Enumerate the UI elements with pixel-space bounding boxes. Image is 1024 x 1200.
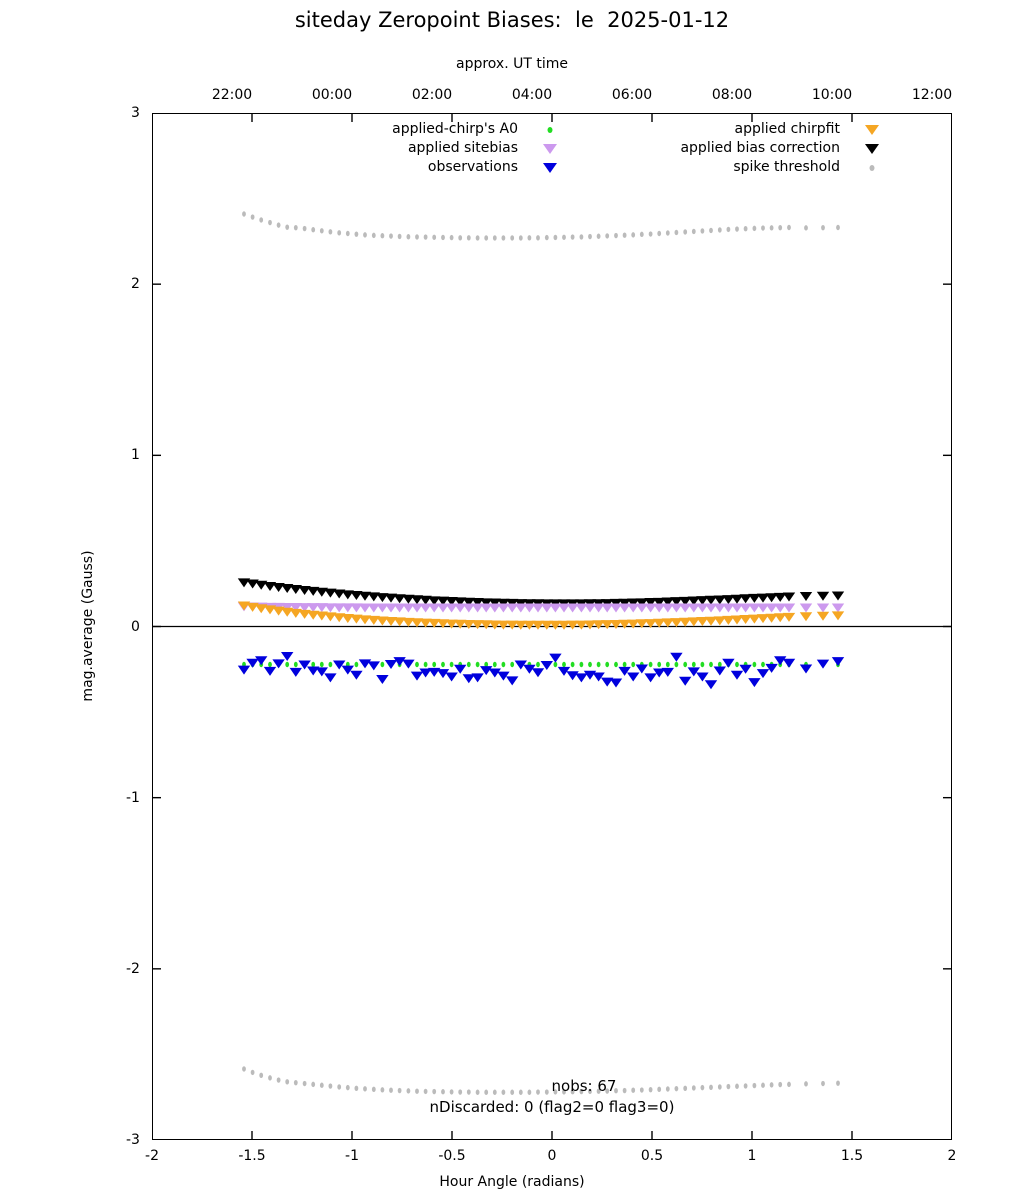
legend-column-right: applied chirpfit applied bias correction s… [562,120,902,177]
x-tick-label: -2 [145,1148,159,1164]
legend-marker-triangle-down [540,139,560,158]
top-tick-label: 06:00 [611,87,653,103]
y-tick-label: -1 [126,789,140,806]
legend-marker-dot [540,120,560,139]
legend-label: spike threshold [733,159,840,175]
x-tick-label: -1.5 [238,1148,266,1164]
legend-item-applied-bias-correction[interactable]: applied bias correction [562,139,902,158]
top-tick-label: 00:00 [311,87,353,103]
legend-item-applied-sitebias[interactable]: applied sitebias [240,139,580,158]
marker-glyph [543,162,557,173]
legend-label: applied chirpfit [734,121,841,137]
x-tick-label: -1 [345,1148,359,1164]
legend-column-left: applied-chirp's A0 applied sitebias observ… [240,120,580,177]
nobs-annotation: nobs: 67 [551,1077,617,1095]
y-tick-label: 1 [131,447,140,464]
page-title: siteday Zeropoint Biases: le 2025-01-12 [294,8,730,32]
marker-glyph [547,126,553,133]
x-tick-label: 1 [747,1148,757,1164]
top-tick-label: 08:00 [711,87,753,103]
x-axis-label: Hour Angle (radians) [439,1174,585,1190]
x-tick-label: 0 [547,1148,557,1164]
marker-glyph [543,143,557,154]
plot-frame [152,113,952,1140]
marker-glyph [865,143,879,154]
y-tick-label: 0 [131,618,140,635]
legend-marker-dot [862,158,882,177]
marker-glyph [869,164,875,171]
marker-glyph [865,124,879,135]
y-tick-label: 3 [131,105,140,121]
legend-marker-triangle-down [862,139,882,158]
top-tick-label: 10:00 [811,87,853,103]
y-axis-label: mag.average (Gauss) [80,550,96,702]
legend-label: applied-chirp's A0 [392,121,518,137]
legend-item-observations[interactable]: observations [240,158,580,177]
top-tick-label: 12:00 [911,87,953,103]
top-tick-label: 22:00 [211,87,253,103]
legend-label: applied bias correction [680,140,840,156]
legend-marker-triangle-down [540,158,560,177]
y-tick-label: 2 [131,276,140,293]
legend-label: applied sitebias [407,140,518,156]
legend: applied-chirp's A0 applied sitebias observ… [152,120,952,180]
x-tick-label: 2 [947,1148,957,1164]
legend-label: observations [427,159,518,175]
top-axis-label: approx. UT time [456,56,568,72]
top-tick-label: 04:00 [511,87,553,103]
x-tick-label: 1.5 [840,1148,864,1164]
y-tick-label: -3 [126,1132,140,1148]
legend-marker-triangle-down [862,120,882,139]
legend-item-spike-threshold[interactable]: spike threshold [562,158,902,177]
x-tick-label: -0.5 [438,1148,466,1164]
top-tick-label: 02:00 [411,87,453,103]
legend-item-applied-chirp-s-a0[interactable]: applied-chirp's A0 [240,120,580,139]
x-tick-label: 0.5 [640,1148,664,1164]
legend-item-applied-chirpfit[interactable]: applied chirpfit [562,120,902,139]
y-tick-label: -2 [126,960,140,977]
ndiscarded-annotation: nDiscarded: 0 (flag2=0 flag3=0) [429,1098,675,1116]
